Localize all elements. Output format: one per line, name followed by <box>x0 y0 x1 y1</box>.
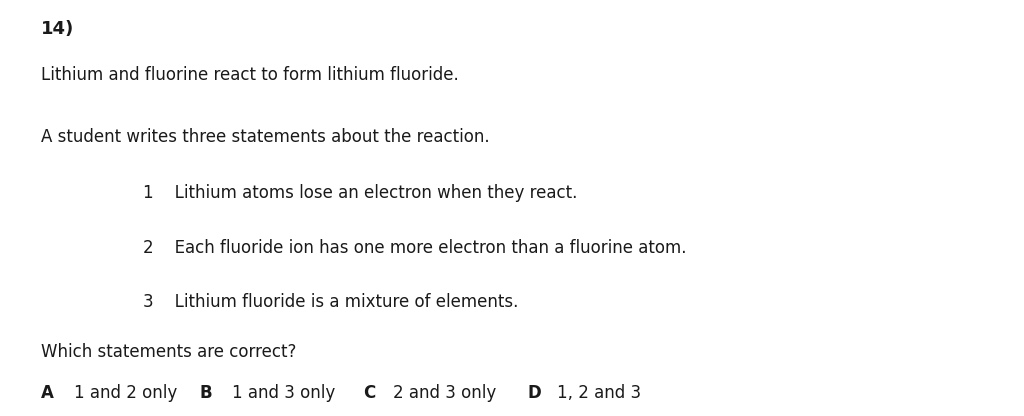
Text: A student writes three statements about the reaction.: A student writes three statements about … <box>41 128 489 146</box>
Text: 2    Each fluoride ion has one more electron than a fluorine atom.: 2 Each fluoride ion has one more electro… <box>143 238 687 257</box>
Text: A: A <box>41 384 54 402</box>
Text: C: C <box>364 384 376 402</box>
Text: 1 and 3 only: 1 and 3 only <box>232 384 336 402</box>
Text: Lithium and fluorine react to form lithium fluoride.: Lithium and fluorine react to form lithi… <box>41 66 459 84</box>
Text: 1, 2 and 3: 1, 2 and 3 <box>557 384 641 402</box>
Text: 14): 14) <box>41 20 74 38</box>
Text: Which statements are correct?: Which statements are correct? <box>41 342 296 361</box>
Text: B: B <box>200 384 212 402</box>
Text: D: D <box>527 384 541 402</box>
Text: 1    Lithium atoms lose an electron when they react.: 1 Lithium atoms lose an electron when th… <box>143 184 578 203</box>
Text: 2 and 3 only: 2 and 3 only <box>393 384 497 402</box>
Text: 1 and 2 only: 1 and 2 only <box>74 384 177 402</box>
Text: 3    Lithium fluoride is a mixture of elements.: 3 Lithium fluoride is a mixture of eleme… <box>143 292 519 311</box>
